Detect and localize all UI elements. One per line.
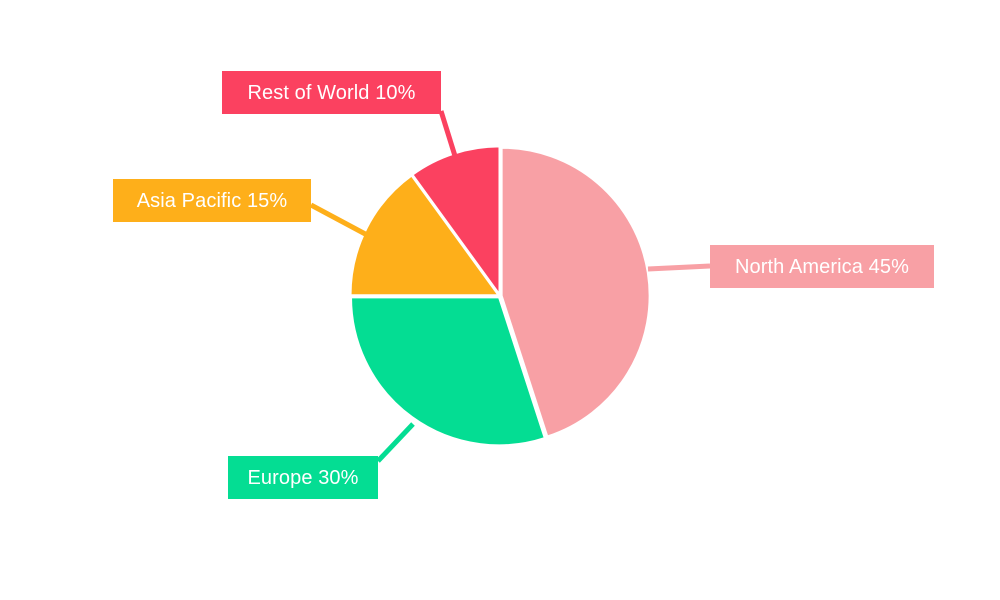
leader-line-asia-pacific [309,202,371,239]
leader-lines [309,110,711,463]
pie-label-europe[interactable]: Europe 30% [228,456,378,499]
pie-label-north-america[interactable]: North America 45% [710,245,934,288]
pie-label-rest-of-world[interactable]: Rest of World 10% [222,71,441,114]
pie-slice-north-america[interactable] [500,146,651,438]
leader-line-europe [376,422,415,463]
pie-label-asia-pacific[interactable]: Asia Pacific 15% [113,179,311,222]
leader-line-rest-of-world [438,110,458,157]
leader-line-north-america [647,263,711,272]
pie-slices [349,145,651,447]
pie-slice-asia-pacific[interactable] [349,174,501,297]
pie-slice-europe[interactable] [350,296,547,447]
